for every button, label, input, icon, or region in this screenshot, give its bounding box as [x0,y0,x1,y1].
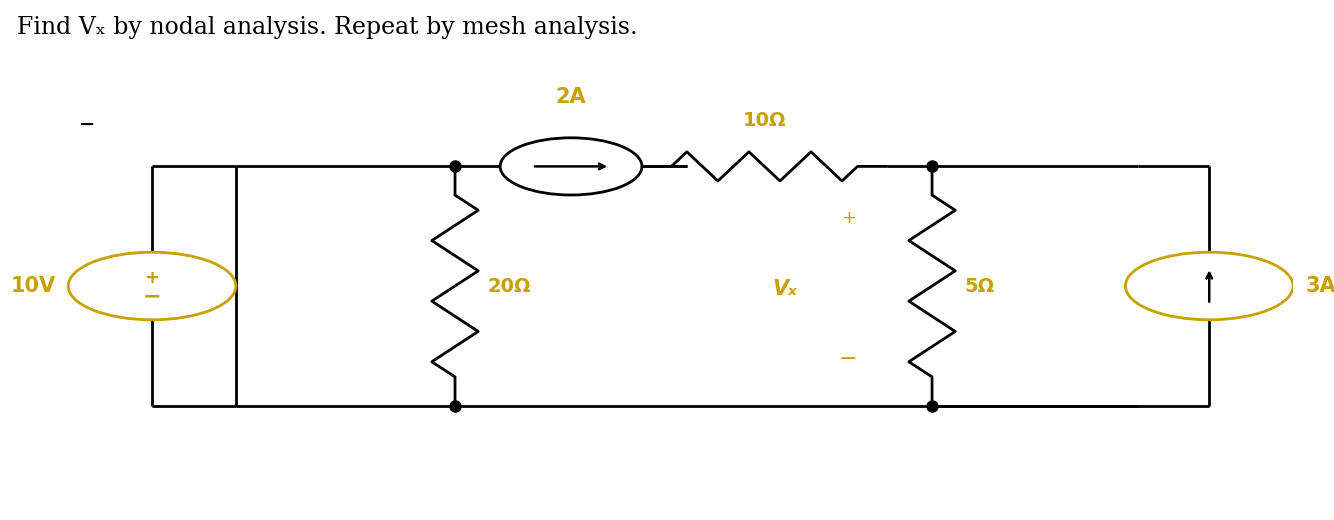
Text: −: − [839,349,858,369]
Text: −: − [80,115,96,134]
Text: −: − [143,287,161,306]
Text: 2A: 2A [556,87,587,107]
Text: +: + [144,269,160,287]
Text: Find Vₓ by nodal analysis. Repeat by mesh analysis.: Find Vₓ by nodal analysis. Repeat by mes… [16,16,638,38]
Text: 3A: 3A [1306,276,1334,296]
Text: 5Ω: 5Ω [964,277,994,295]
Text: Vₓ: Vₓ [772,279,796,298]
Text: 20Ω: 20Ω [487,277,531,295]
Text: 10V: 10V [11,276,55,296]
Text: +: + [840,210,855,227]
Text: 10Ω: 10Ω [743,111,786,130]
